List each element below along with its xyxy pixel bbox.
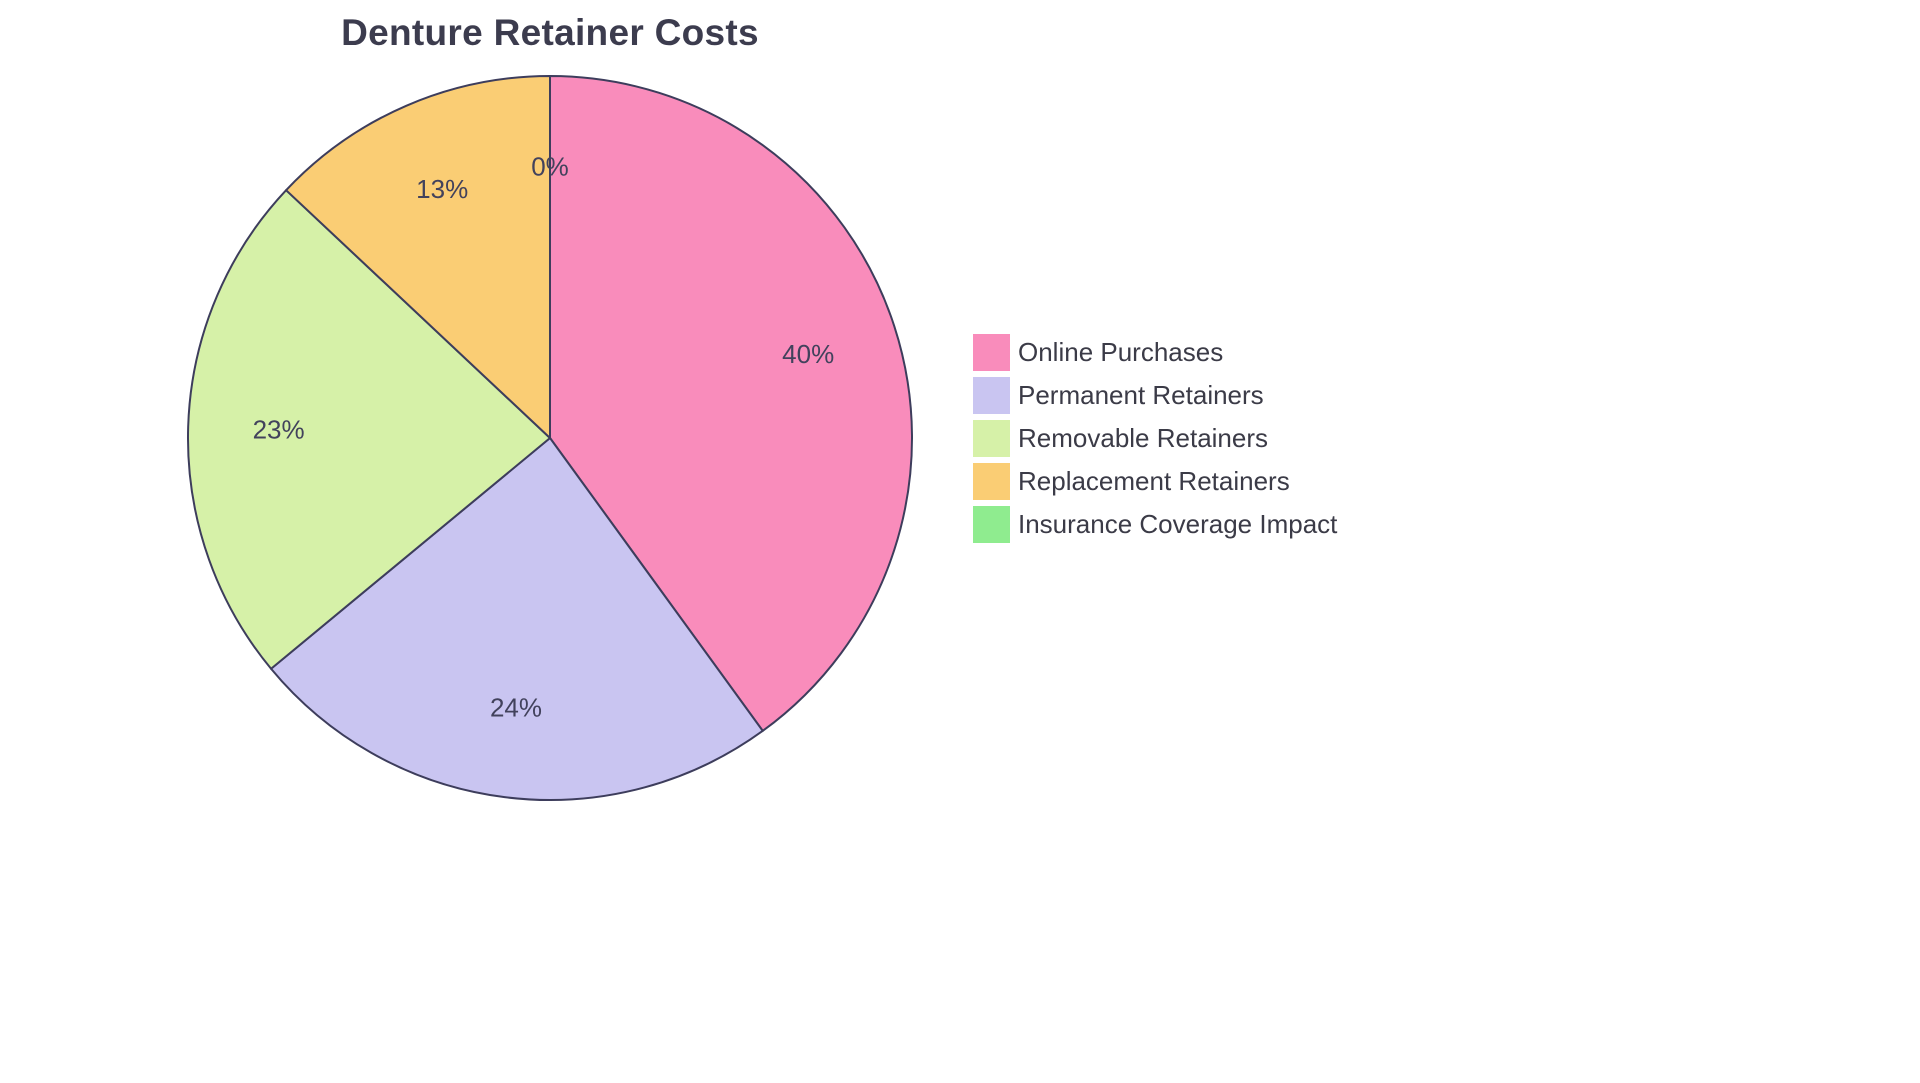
pie-percent-label: 24% xyxy=(490,692,542,722)
legend-item: Replacement Retainers xyxy=(973,460,1337,503)
legend-label: Permanent Retainers xyxy=(1018,380,1264,410)
legend-label: Removable Retainers xyxy=(1018,423,1269,453)
legend-item: Insurance Coverage Impact xyxy=(973,503,1337,546)
pie-percent-label: 23% xyxy=(253,415,305,445)
legend-label: Replacement Retainers xyxy=(1018,466,1290,496)
pie-slice xyxy=(270,437,764,801)
legend-label: Online Purchases xyxy=(1018,337,1224,367)
pie-slice xyxy=(187,189,551,670)
legend-swatch xyxy=(973,420,1010,457)
legend: Online Purchases Permanent Retainers Rem… xyxy=(973,331,1337,546)
legend-swatch xyxy=(973,506,1010,543)
legend-item: Permanent Retainers xyxy=(973,374,1337,417)
legend-swatch xyxy=(973,334,1010,371)
pie-percent-label: 40% xyxy=(782,339,834,369)
legend-swatch xyxy=(973,377,1010,414)
pie-percent-label: 13% xyxy=(416,174,468,204)
legend-item: Removable Retainers xyxy=(973,417,1337,460)
chart-title: Denture Retainer Costs xyxy=(341,12,759,53)
legend-item: Online Purchases xyxy=(973,331,1337,374)
legend-swatch xyxy=(973,463,1010,500)
pie-percent-label: 0% xyxy=(531,152,569,182)
pie-slice xyxy=(549,75,913,732)
legend-label: Insurance Coverage Impact xyxy=(1018,509,1338,539)
pie-slice xyxy=(285,75,551,439)
